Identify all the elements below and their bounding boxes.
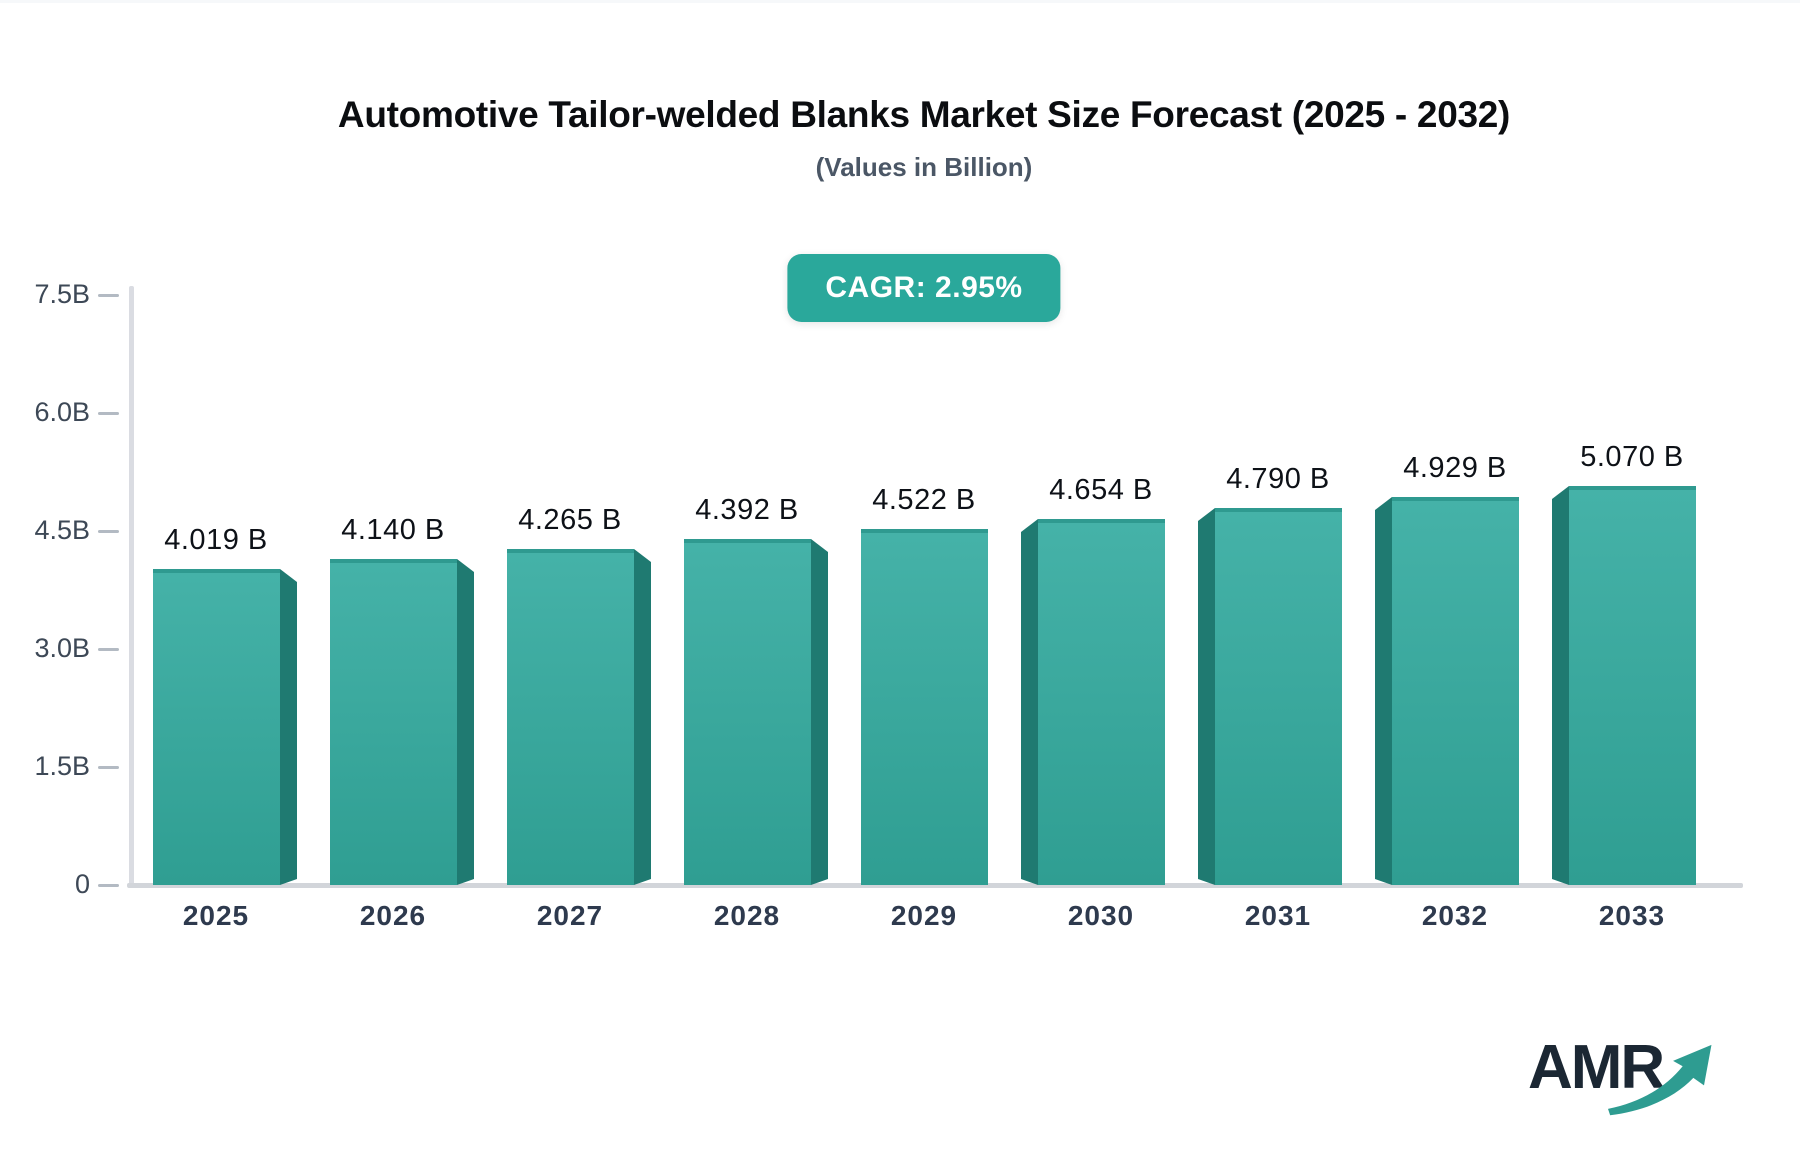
x-axis-label: 2032	[1421, 900, 1489, 931]
x-axis-label: 2026	[359, 900, 427, 931]
chart-title: Automotive Tailor-welded Blanks Market S…	[337, 94, 1511, 135]
y-tick-mark	[98, 293, 119, 297]
y-tick-mark	[98, 647, 119, 651]
bar-value-label: 4.790 B	[1226, 463, 1330, 495]
bar-3d-side	[1198, 508, 1215, 885]
growth-arrow-icon	[1608, 1044, 1712, 1116]
x-axis-label: 2031	[1244, 900, 1312, 931]
bar-3d-side	[280, 569, 297, 885]
x-axis-label: 2030	[1067, 900, 1135, 931]
y-tick-label: 1.5B	[34, 750, 90, 781]
bar-3d-side	[1552, 486, 1569, 885]
chart-header: Automotive Tailor-welded Blanks Market S…	[24, 94, 1800, 183]
y-tick-label: 7.5B	[34, 278, 90, 309]
bar-front-face	[1569, 486, 1696, 885]
bar-front-face	[507, 549, 634, 885]
y-axis-line	[129, 286, 134, 886]
y-tick-label: 0	[74, 869, 90, 899]
y-tick-label: 6.0B	[34, 396, 90, 427]
y-tick-label: 3.0B	[34, 632, 90, 663]
bar-front-face	[330, 559, 457, 885]
bar-value-label: 4.654 B	[1049, 474, 1153, 506]
y-tick-mark	[98, 765, 119, 769]
amr-logo: AMR	[1528, 1032, 1728, 1122]
x-axis-label: 2033	[1598, 900, 1666, 931]
bar-3d-side	[811, 539, 828, 885]
x-axis-baseline	[127, 883, 1743, 888]
bar-value-label: 4.929 B	[1403, 452, 1507, 484]
bar-front-face	[1038, 519, 1165, 885]
cagr-badge: CAGR: 2.95%	[787, 254, 1061, 322]
bar-front-face	[1215, 508, 1342, 885]
chart-subtitle: (Values in Billion)	[815, 152, 1033, 182]
bar-value-label: 4.392 B	[695, 494, 799, 526]
bar-front-face	[1392, 497, 1519, 885]
bar-value-label: 4.522 B	[872, 484, 976, 516]
y-tick-mark	[98, 411, 119, 415]
y-tick-mark	[98, 529, 119, 533]
x-axis-label: 2027	[536, 900, 604, 931]
bar-front-face	[153, 569, 280, 885]
bar-value-label: 4.019 B	[164, 524, 268, 556]
bar-3d-side	[457, 559, 474, 885]
x-axis-label: 2029	[890, 900, 958, 931]
x-axis-label: 2028	[713, 900, 781, 931]
x-axis-label: 2025	[182, 900, 250, 931]
bar-value-label: 5.070 B	[1580, 441, 1684, 473]
bar-3d-side	[1021, 519, 1038, 885]
page-top-border	[0, 0, 1800, 3]
bar-value-label: 4.265 B	[518, 504, 622, 536]
bar-front-face	[684, 539, 811, 885]
bar-front-face	[861, 529, 988, 885]
bar-3d-side	[1375, 497, 1392, 885]
bar-3d-side	[634, 549, 651, 885]
y-tick-mark	[98, 884, 119, 887]
amr-logo-text: AMR	[1528, 1033, 1665, 1102]
y-tick-label: 4.5B	[34, 514, 90, 545]
bar-value-label: 4.140 B	[341, 514, 445, 546]
